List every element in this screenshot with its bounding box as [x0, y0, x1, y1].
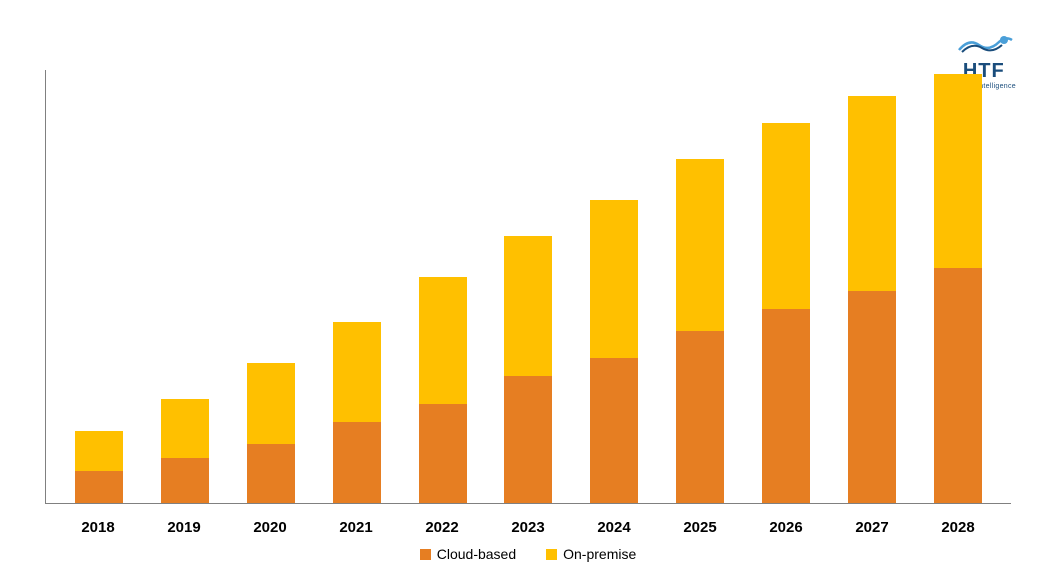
- x-axis-label: 2027: [829, 519, 915, 536]
- legend-item: On-premise: [546, 546, 636, 562]
- bar-segment: [504, 236, 552, 376]
- x-axis-label: 2020: [227, 519, 313, 536]
- bar-group: [743, 70, 829, 503]
- bar-segment: [333, 322, 381, 421]
- bar-segment: [676, 331, 724, 503]
- bar-segment: [333, 422, 381, 503]
- bar-group: [829, 70, 915, 503]
- x-axis-label: 2018: [55, 519, 141, 536]
- bars-container: [46, 70, 1011, 503]
- bar-stack: [419, 277, 467, 503]
- bar-segment: [75, 431, 123, 472]
- bar-segment: [161, 458, 209, 503]
- bar-stack: [247, 363, 295, 503]
- bar-segment: [934, 268, 982, 503]
- legend-label: On-premise: [563, 546, 636, 562]
- bar-segment: [848, 291, 896, 503]
- bar-group: [486, 70, 572, 503]
- chart-plot-area: [45, 70, 1011, 504]
- bar-stack: [676, 159, 724, 503]
- bar-stack: [590, 200, 638, 503]
- bar-group: [571, 70, 657, 503]
- bar-segment: [419, 404, 467, 503]
- x-axis-label: 2019: [141, 519, 227, 536]
- bar-stack: [934, 74, 982, 503]
- bar-stack: [848, 96, 896, 503]
- bar-group: [657, 70, 743, 503]
- bar-group: [915, 70, 1001, 503]
- bar-segment: [848, 96, 896, 290]
- bar-stack: [762, 123, 810, 503]
- legend-swatch: [546, 549, 557, 560]
- bar-segment: [161, 399, 209, 458]
- x-axis-label: 2026: [743, 519, 829, 536]
- x-axis-labels: 2018201920202021202220232024202520262027…: [45, 519, 1011, 536]
- bar-segment: [676, 159, 724, 331]
- x-axis-label: 2023: [485, 519, 571, 536]
- bar-segment: [419, 277, 467, 404]
- bar-stack: [504, 236, 552, 503]
- x-axis-label: 2021: [313, 519, 399, 536]
- x-axis-label: 2025: [657, 519, 743, 536]
- bar-stack: [75, 431, 123, 503]
- legend-label: Cloud-based: [437, 546, 516, 562]
- x-axis-label: 2028: [915, 519, 1001, 536]
- bar-segment: [934, 74, 982, 268]
- bar-group: [400, 70, 486, 503]
- bar-segment: [247, 363, 295, 444]
- bar-segment: [75, 471, 123, 503]
- bar-segment: [762, 309, 810, 503]
- bar-group: [56, 70, 142, 503]
- bar-group: [314, 70, 400, 503]
- bar-segment: [247, 444, 295, 503]
- chart-legend: Cloud-based On-premise: [0, 546, 1056, 562]
- x-axis-label: 2022: [399, 519, 485, 536]
- legend-item: Cloud-based: [420, 546, 516, 562]
- bar-segment: [590, 200, 638, 358]
- bar-segment: [504, 376, 552, 503]
- bar-segment: [762, 123, 810, 308]
- bar-segment: [590, 358, 638, 503]
- bar-stack: [161, 399, 209, 503]
- legend-swatch: [420, 549, 431, 560]
- bar-stack: [333, 322, 381, 503]
- bar-group: [142, 70, 228, 503]
- logo-graphic: [954, 30, 1014, 60]
- x-axis-label: 2024: [571, 519, 657, 536]
- bar-group: [228, 70, 314, 503]
